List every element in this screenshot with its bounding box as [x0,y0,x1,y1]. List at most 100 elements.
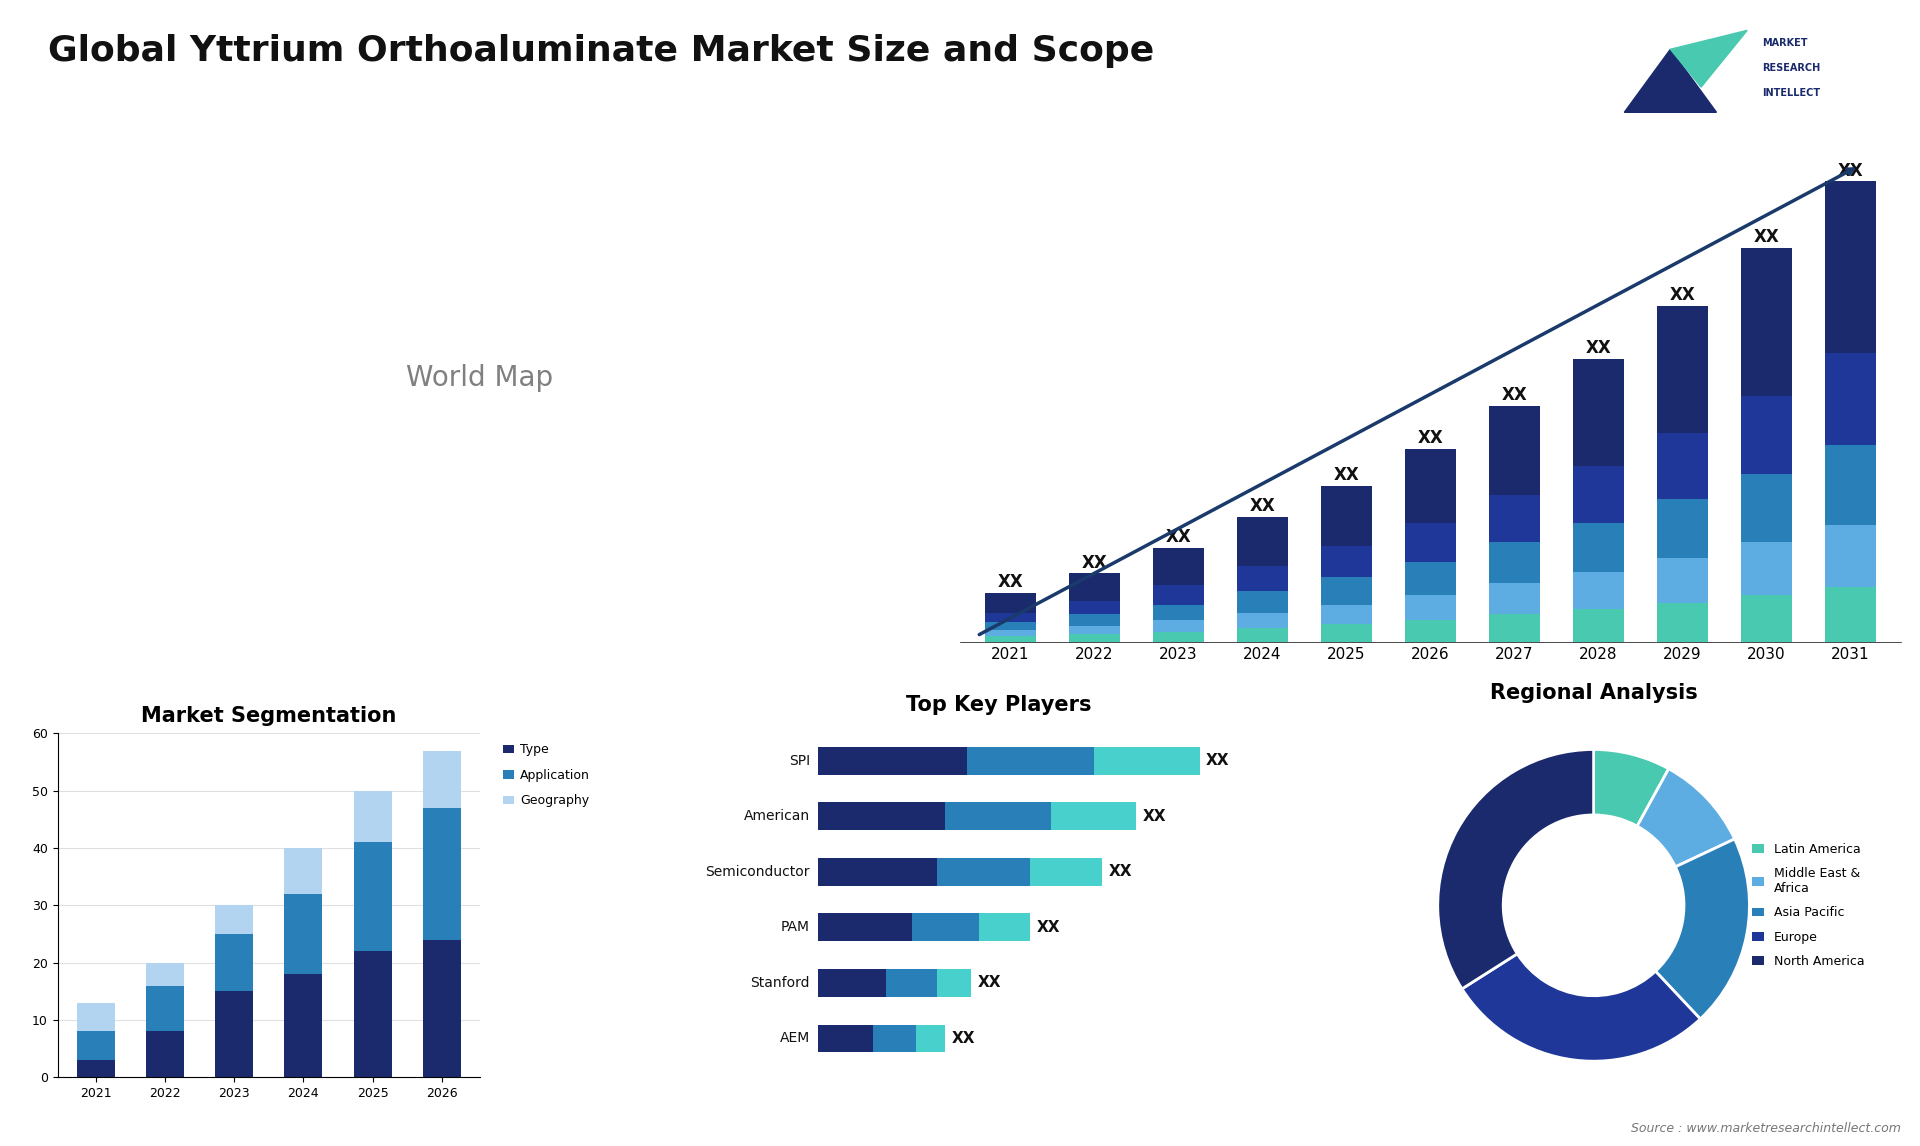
Text: XX: XX [1206,753,1229,768]
Bar [1572,609,1624,642]
Bar [818,1025,874,1052]
Bar [422,751,461,808]
Bar [146,1031,184,1077]
Text: RESEARCH: RESEARCH [1763,63,1820,73]
Bar [1236,517,1288,566]
Bar [1741,595,1791,642]
Bar [1572,572,1624,609]
Text: XX: XX [1417,429,1444,447]
Bar [1490,495,1540,542]
Bar [1741,474,1791,542]
Bar [916,1025,945,1052]
Text: XX: XX [1037,920,1060,935]
Text: Global Yttrium Orthoaluminate Market Size and Scope: Global Yttrium Orthoaluminate Market Siz… [48,34,1154,69]
Text: XX: XX [1334,465,1359,484]
Text: American: American [743,809,810,823]
Bar [1572,466,1624,523]
Bar [1052,802,1137,830]
Bar [1657,603,1707,642]
Bar [1405,562,1455,595]
Bar [353,951,392,1077]
Bar [1826,181,1876,353]
Bar [1236,628,1288,642]
Bar [1741,248,1791,397]
Bar [353,791,392,842]
Bar [1069,626,1119,634]
Bar [1490,583,1540,614]
Bar [1826,525,1876,587]
Text: PAM: PAM [781,920,810,934]
Bar [284,894,323,974]
Bar [1657,500,1707,558]
Wedge shape [1638,769,1734,866]
Text: Source : www.marketresearchintellect.com: Source : www.marketresearchintellect.com [1630,1122,1901,1135]
Text: XX: XX [977,975,1000,990]
Bar [937,858,1031,886]
Bar [215,905,253,934]
Bar [874,1025,916,1052]
Bar [1154,605,1204,620]
Text: Stanford: Stanford [751,976,810,990]
Wedge shape [1655,839,1749,1019]
Bar [985,622,1035,630]
Text: XX: XX [1837,162,1862,180]
Bar [215,991,253,1077]
Bar [422,940,461,1077]
Bar [1826,445,1876,525]
Bar [77,1031,115,1060]
Bar [1094,747,1200,775]
Bar [1069,601,1119,614]
Text: AEM: AEM [780,1031,810,1045]
Title: Top Key Players: Top Key Players [906,694,1091,715]
Bar [887,970,937,997]
Bar [818,802,945,830]
Bar [1657,558,1707,603]
Bar [1236,566,1288,591]
Bar [1826,353,1876,445]
Text: SPI: SPI [789,754,810,768]
Bar [818,913,912,941]
Text: XX: XX [1250,497,1275,515]
Polygon shape [1624,49,1716,112]
Bar [966,747,1094,775]
Bar [1236,591,1288,612]
Bar [1490,614,1540,642]
Bar [1321,625,1371,642]
Bar [945,802,1052,830]
Bar [1572,523,1624,572]
Bar [1490,542,1540,583]
Text: XX: XX [998,573,1023,591]
Text: XX: XX [1108,864,1133,879]
Bar [77,1003,115,1031]
Bar [353,842,392,951]
Title: Regional Analysis: Regional Analysis [1490,683,1697,704]
Text: INTELLECT: INTELLECT [1763,88,1820,99]
Bar [1236,612,1288,628]
Bar [1657,306,1707,433]
Bar [1154,586,1204,605]
Bar [1826,587,1876,642]
Text: World Map: World Map [407,364,553,392]
Bar [77,1060,115,1077]
Bar [818,747,966,775]
Bar [1154,620,1204,631]
Text: XX: XX [1501,386,1526,403]
Bar [1321,486,1371,547]
Bar [985,636,1035,642]
Text: XX: XX [1081,554,1108,572]
Bar [1031,858,1102,886]
Bar [979,913,1031,941]
Bar [1069,634,1119,642]
Bar [818,970,887,997]
Bar [937,970,972,997]
Bar [1321,578,1371,605]
Bar [1069,614,1119,626]
Legend: Type, Application, Geography: Type, Application, Geography [499,739,593,811]
Wedge shape [1438,749,1594,989]
Bar [985,612,1035,622]
Bar [1490,406,1540,495]
Text: XX: XX [952,1031,975,1046]
Bar [215,934,253,991]
Bar [1741,397,1791,474]
Text: XX: XX [1586,339,1611,358]
